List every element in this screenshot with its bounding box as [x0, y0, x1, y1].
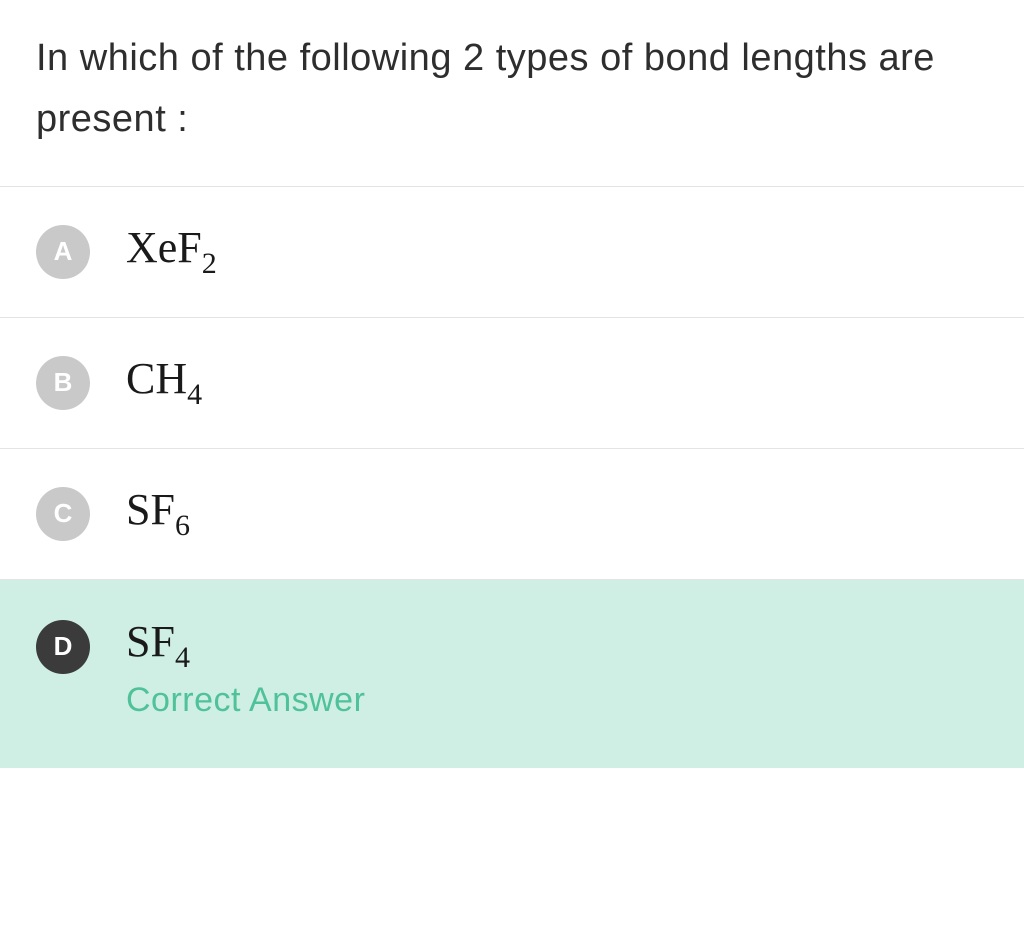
option-badge-b: B — [36, 356, 90, 410]
option-badge-d: D — [36, 620, 90, 674]
option-c[interactable]: C SF6 — [0, 449, 1024, 580]
correct-answer-label: Correct Answer — [126, 681, 365, 720]
formula-sub: 6 — [175, 509, 190, 542]
formula-base: CH — [126, 354, 187, 403]
option-d[interactable]: D SF4 Correct Answer — [0, 580, 1024, 769]
option-formula-a: XeF2 — [126, 226, 217, 278]
option-badge-c: C — [36, 487, 90, 541]
formula-sub: 4 — [187, 378, 202, 411]
formula-base: XeF — [126, 223, 202, 272]
formula-sub: 2 — [202, 247, 217, 280]
option-a[interactable]: A XeF2 — [0, 187, 1024, 318]
question-text: In which of the following 2 types of bon… — [36, 28, 988, 150]
option-badge-a: A — [36, 225, 90, 279]
formula-base: SF — [126, 485, 175, 534]
option-answer-col: SF4 Correct Answer — [126, 620, 365, 721]
option-formula-c: SF6 — [126, 488, 190, 540]
options-list: A XeF2 B CH4 C SF6 D SF4 Correct Answer — [0, 187, 1024, 769]
option-formula-b: CH4 — [126, 357, 202, 409]
formula-base: SF — [126, 617, 175, 666]
formula-sub: 4 — [175, 641, 190, 674]
option-formula-d: SF4 — [126, 620, 365, 672]
option-b[interactable]: B CH4 — [0, 318, 1024, 449]
question-block: In which of the following 2 types of bon… — [0, 0, 1024, 187]
quiz-card: In which of the following 2 types of bon… — [0, 0, 1024, 927]
